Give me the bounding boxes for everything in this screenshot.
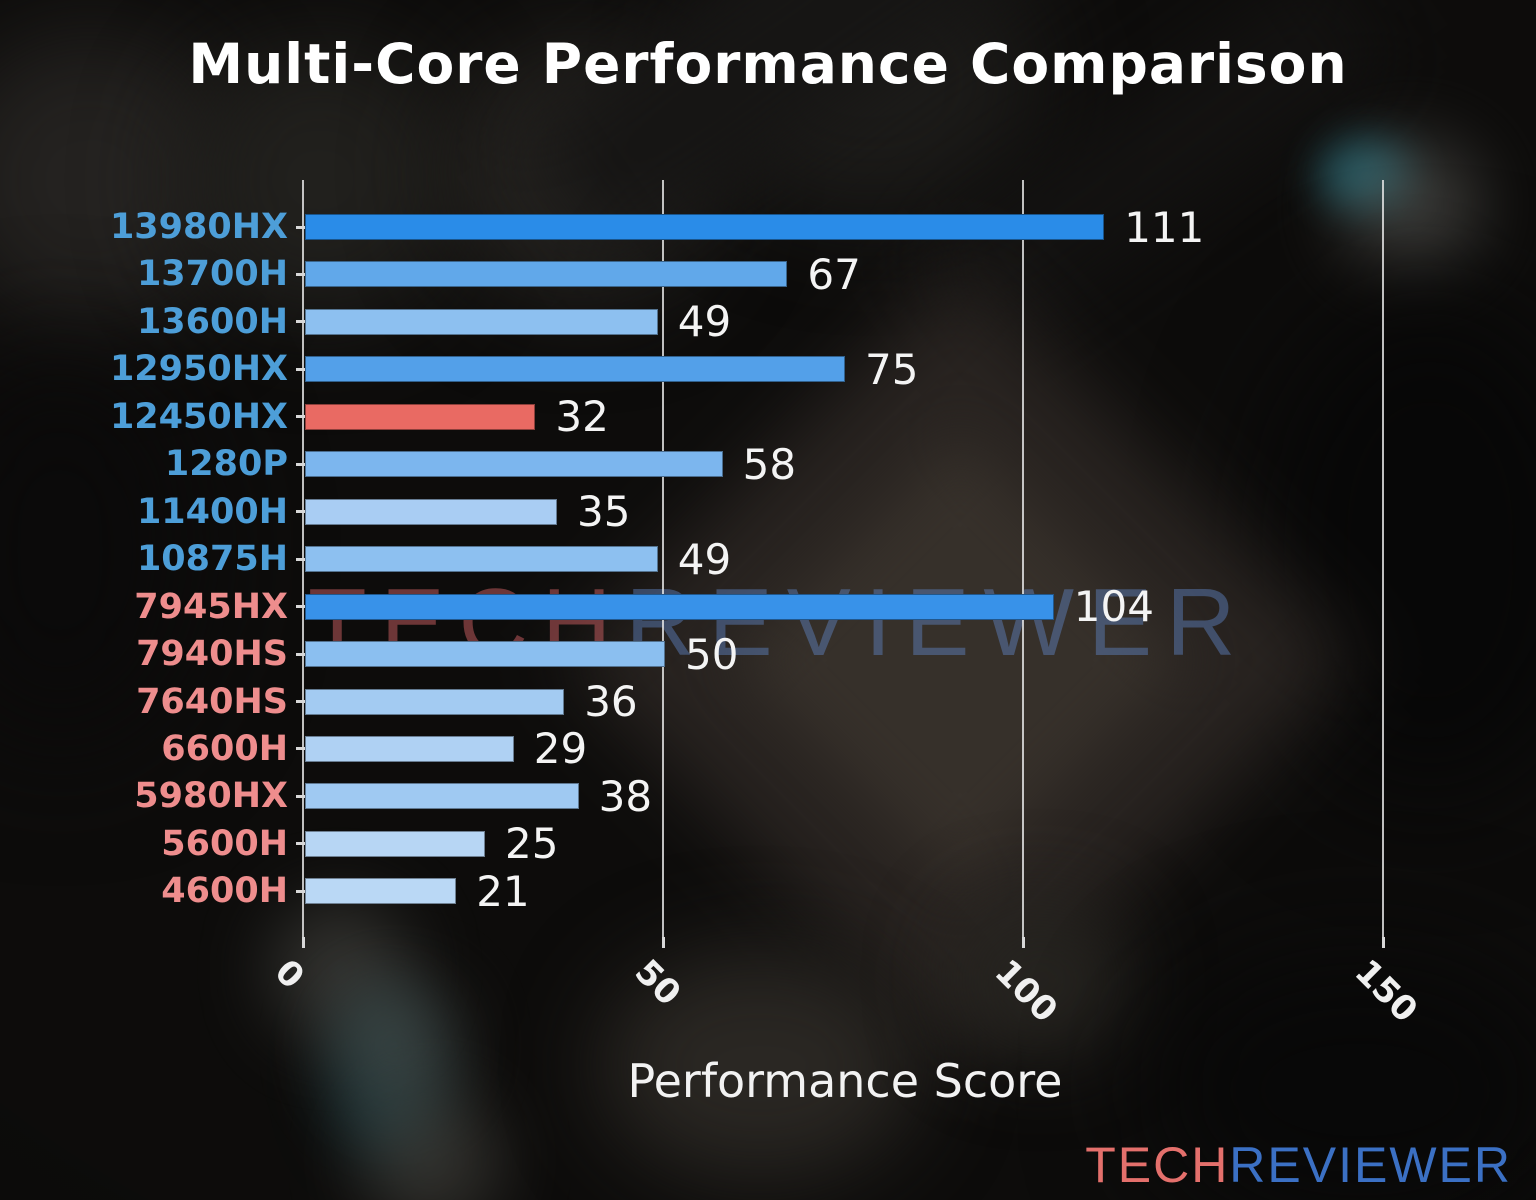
- x-axis-label: Performance Score: [627, 1054, 1063, 1108]
- y-tick-mark-13700H: [296, 272, 305, 276]
- x-tick-mark-0: [301, 937, 305, 948]
- bar-7945HX: [305, 593, 1054, 620]
- bar-7640HS: [305, 688, 564, 715]
- category-label-11400H: 11400H: [136, 491, 288, 532]
- bar-12950HX: [305, 356, 845, 383]
- value-label-12450HX: 32: [555, 392, 609, 442]
- value-label-12950HX: 75: [865, 344, 919, 394]
- category-label-13980HX: 13980HX: [109, 207, 288, 247]
- bar-4600H: [305, 878, 456, 905]
- background-blob: [950, 900, 1130, 1060]
- value-label-11400H: 35: [577, 487, 631, 537]
- y-tick-mark-10875H: [296, 557, 305, 561]
- brand-logo-tech: TECH: [1085, 1137, 1230, 1193]
- gridline-50: [662, 180, 664, 937]
- value-label-5980HX: 38: [598, 771, 653, 821]
- category-label-1280P: 1280P: [164, 444, 288, 485]
- category-label-12450HX: 12450HX: [109, 396, 288, 437]
- chart-title: Multi-Core Performance Comparison: [188, 32, 1348, 96]
- category-label-5980HX: 5980HX: [134, 776, 288, 817]
- bar-13700H: [305, 261, 787, 288]
- value-label-10875H: 49: [677, 534, 732, 584]
- bar-13980HX: [305, 214, 1104, 240]
- watermark: TECHREVIEWER: [308, 568, 1249, 678]
- category-label-4600H: 4600H: [161, 871, 288, 912]
- value-label-13600H: 49: [677, 297, 732, 347]
- bar-1280P: [305, 451, 723, 478]
- watermark-reviewer: REVIEWER: [625, 569, 1250, 676]
- y-tick-mark-7640HS: [296, 700, 305, 703]
- bar-5980HX: [305, 783, 579, 810]
- category-label-13700H: 13700H: [136, 254, 288, 295]
- y-tick-mark-13980HX: [296, 225, 305, 229]
- bar-10875H: [305, 546, 658, 573]
- background-blob: [1150, 950, 1536, 1200]
- background-bokeh: [360, 1090, 500, 1200]
- background-bokeh: [330, 980, 460, 1110]
- value-label-5600H: 25: [505, 819, 559, 869]
- bar-5600H: [305, 830, 485, 857]
- value-label-7945HX: 104: [1073, 582, 1154, 632]
- y-tick-mark-7940HS: [296, 652, 305, 656]
- y-tick-mark-7945HX: [296, 605, 305, 609]
- category-label-13600H: 13600H: [136, 301, 288, 342]
- x-tick-mark-150: [1381, 937, 1385, 948]
- x-tick-label-50: 50: [626, 952, 689, 1014]
- value-label-4600H: 21: [476, 866, 530, 916]
- y-tick-mark-4600H: [296, 889, 305, 893]
- category-label-7940HS: 7940HS: [136, 634, 288, 675]
- value-label-7940HS: 50: [685, 629, 739, 679]
- category-label-7640HS: 7640HS: [136, 681, 288, 722]
- y-tick-mark-12950HX: [296, 367, 305, 371]
- x-tick-mark-100: [1021, 937, 1025, 948]
- category-label-7945HX: 7945HX: [134, 586, 288, 627]
- y-tick-mark-1280P: [296, 462, 305, 466]
- gridline-100: [1022, 180, 1024, 937]
- bar-12450HX: [305, 403, 535, 430]
- bar-13600H: [305, 308, 658, 335]
- brand-logo: TECHREVIEWER: [1085, 1136, 1512, 1194]
- x-tick-label-100: 100: [986, 952, 1066, 1031]
- value-label-13980HX: 111: [1124, 202, 1205, 252]
- y-tick-mark-5600H: [296, 842, 305, 846]
- value-label-6600H: 29: [533, 724, 588, 774]
- background-blob: [600, 950, 920, 1180]
- y-tick-mark-11400H: [296, 510, 305, 514]
- category-label-10875H: 10875H: [136, 539, 288, 580]
- category-label-5600H: 5600H: [161, 823, 288, 864]
- bar-11400H: [305, 498, 557, 525]
- value-label-13700H: 67: [807, 249, 861, 299]
- y-tick-mark-6600H: [296, 747, 305, 751]
- gridline-150: [1382, 180, 1384, 937]
- background-bokeh: [1340, 140, 1480, 270]
- brand-logo-reviewer: REVIEWER: [1229, 1137, 1512, 1193]
- bar-6600H: [305, 735, 514, 762]
- y-tick-mark-5980HX: [296, 794, 305, 798]
- category-label-12950HX: 12950HX: [109, 349, 288, 390]
- x-tick-label-150: 150: [1346, 952, 1426, 1031]
- category-label-6600H: 6600H: [161, 728, 288, 769]
- bar-7940HS: [305, 641, 665, 668]
- y-tick-mark-12450HX: [296, 415, 305, 419]
- x-tick-mark-50: [661, 937, 665, 948]
- value-label-7640HS: 36: [584, 677, 638, 726]
- background-blob: [1260, 300, 1536, 800]
- x-tick-label-0: 0: [266, 952, 312, 998]
- y-tick-mark-13600H: [296, 320, 305, 324]
- value-label-1280P: 58: [742, 439, 797, 489]
